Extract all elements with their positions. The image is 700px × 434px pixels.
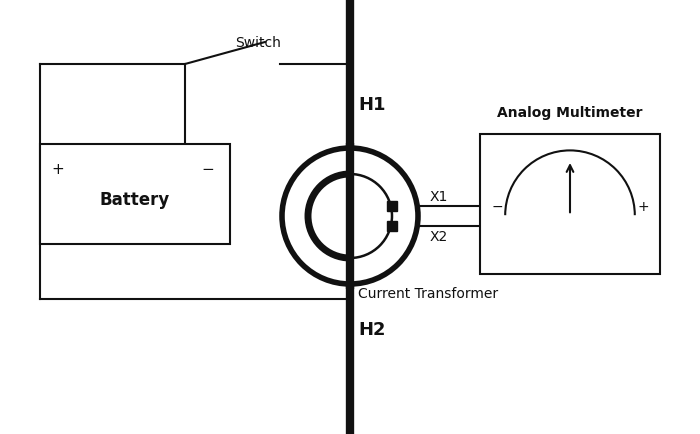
Text: −: −	[202, 162, 214, 177]
Text: H2: H2	[358, 320, 386, 338]
Text: X2: X2	[430, 230, 448, 243]
Text: Current Transformer: Current Transformer	[358, 286, 498, 300]
Text: Battery: Battery	[100, 191, 170, 208]
Ellipse shape	[308, 174, 392, 258]
Ellipse shape	[282, 149, 418, 284]
Bar	[480, 135, 660, 274]
Bar	[387, 201, 397, 211]
Text: Switch: Switch	[235, 36, 281, 50]
Text: H1: H1	[358, 96, 386, 114]
Text: X1: X1	[430, 190, 449, 204]
Text: +: +	[637, 200, 649, 214]
Text: +: +	[52, 162, 64, 177]
Bar	[387, 221, 397, 231]
Text: −: −	[491, 200, 503, 214]
Bar	[40, 145, 230, 244]
Text: Analog Multimeter: Analog Multimeter	[497, 106, 643, 120]
